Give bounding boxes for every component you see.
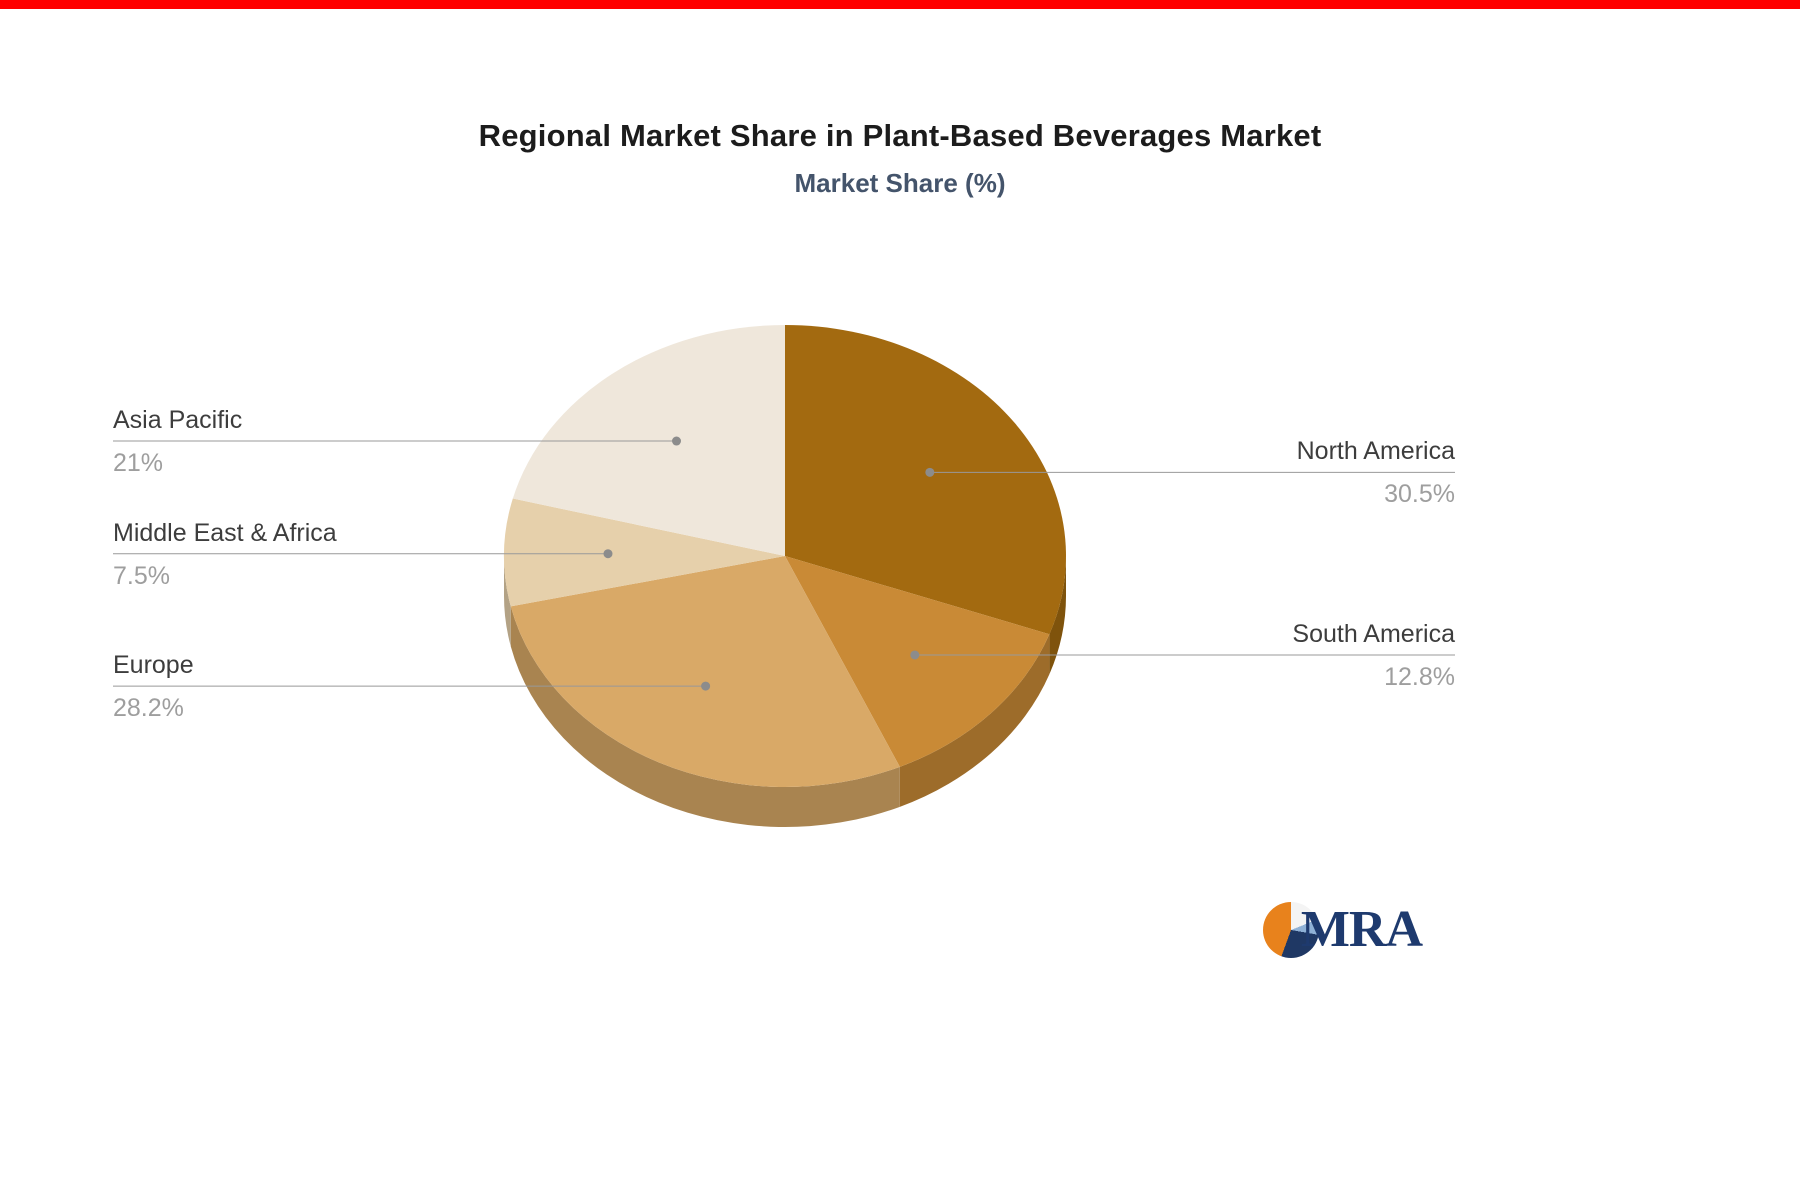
slice-label-europe: Europe 28.2% — [113, 651, 194, 723]
leader-dot-europe — [701, 681, 711, 691]
leader-dot-asia-pacific — [671, 436, 681, 446]
chart-subtitle: Market Share (%) — [794, 168, 1006, 198]
slice-pct: 28.2% — [113, 694, 184, 723]
slice-name: Middle East & Africa — [113, 518, 337, 547]
slice-pct: 30.5% — [1384, 480, 1455, 509]
slice-pct: 7.5% — [113, 561, 170, 590]
pie-slice-middle-east-africa — [503, 498, 785, 607]
slice-pct: 21% — [113, 449, 164, 477]
brand-logo: MRA — [1262, 900, 1423, 959]
pie-slice-side-europe — [510, 606, 900, 827]
pie-slice-side-middle-east-africa — [504, 556, 511, 647]
leader-dot-north-america — [925, 467, 935, 477]
slice-name: Asia Pacific — [113, 406, 243, 434]
pie-slice-asia-pacific — [512, 325, 785, 556]
slice-label-middle-east-africa: Middle East & Africa 7.5% — [113, 519, 337, 591]
pie-slice-europe — [510, 556, 900, 787]
slice-name: Europe — [113, 651, 194, 680]
leader-dot-south-america — [910, 650, 920, 660]
slice-name: North America — [1296, 437, 1455, 466]
pie-slice-south-america — [785, 556, 1050, 767]
pie-slice-side-south-america — [899, 634, 1050, 807]
slice-label-asia-pacific: Asia Pacific 21% — [113, 406, 242, 478]
pie-slice-side-north-america — [1049, 556, 1066, 675]
slice-pct: 12.8% — [1384, 662, 1455, 691]
logo-pie-icon — [1262, 901, 1319, 958]
top-red-strip — [0, 0, 1800, 9]
chart-title: Regional Market Share in Plant-Based Bev… — [478, 118, 1322, 153]
slice-name: South America — [1292, 619, 1455, 648]
slice-label-south-america: South America 12.8% — [1292, 620, 1455, 692]
pie-slice-north-america — [785, 325, 1066, 635]
slice-label-north-america: North America 30.5% — [1297, 437, 1455, 509]
leader-dot-middle-east-africa — [603, 549, 613, 559]
logo-text: MRA — [1300, 901, 1423, 958]
